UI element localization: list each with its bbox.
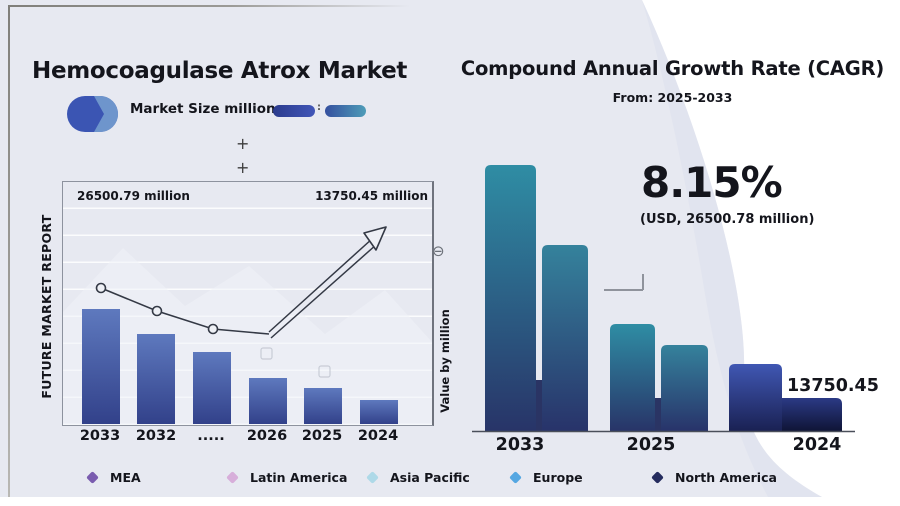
cagr-bar-chart: [472, 165, 855, 433]
value-label-2024: 13750.45: [787, 376, 879, 396]
cylinder-legend-icon: [66, 93, 124, 135]
legend-label: North America: [675, 470, 777, 485]
legend-item-asia-pacific: Asia Pacific: [366, 470, 470, 485]
pill-separator: :: [317, 102, 321, 113]
cagr-title: Compound Annual Growth Rate (CAGR): [460, 57, 885, 80]
value-by-million-axis-label: Value by million: [438, 309, 452, 413]
annotation-2033-value: 26500.79 million: [77, 189, 190, 203]
legend-item-mea: MEA: [86, 470, 141, 485]
x-tick-2025: 2025: [626, 435, 676, 455]
frame-border-top: [8, 5, 410, 7]
gradient-pill-icon: [273, 105, 315, 117]
bar-2032: [137, 334, 175, 424]
trend-line-and-arrow: [95, 226, 387, 378]
annotation-2024-value: 13750.45 million: [315, 189, 428, 203]
cagr-detail: (USD, 26500.78 million): [640, 212, 815, 227]
x-tick-2033: 2033: [495, 435, 545, 455]
diamond-icon: [226, 471, 239, 484]
x-tick-2032: 2032: [135, 428, 177, 444]
bar-2024: [360, 400, 398, 424]
legend-item-north-america: North America: [651, 470, 777, 485]
plus-icon: +: [236, 134, 250, 153]
diamond-icon: [366, 471, 379, 484]
frame-border-left: [8, 5, 10, 497]
legend-item-europe: Europe: [509, 470, 583, 485]
x-tick-2026: 2026: [246, 428, 288, 444]
legend-label: Latin America: [250, 470, 348, 485]
decorative-bracket: [642, 274, 644, 290]
legend-item-latin-america: Latin America: [226, 470, 348, 485]
page-title: Hemocoagulase Atrox Market: [32, 58, 408, 84]
gradient-pill-icon: [325, 105, 366, 117]
cagr-subtitle: From: 2025-2033: [612, 90, 733, 105]
legend-label: Asia Pacific: [390, 470, 470, 485]
legend-label: MEA: [110, 470, 141, 485]
market-size-chart: 26500.79 million 13750.45 million: [62, 181, 434, 426]
plus-icon: +: [236, 158, 250, 177]
bar-2033: [82, 309, 120, 424]
diamond-icon: [86, 471, 99, 484]
legend-label: Europe: [533, 470, 583, 485]
decorative-bracket: [604, 289, 643, 291]
market-size-legend-label: Market Size million: [130, 101, 276, 117]
x-tick-2024: 2024: [357, 428, 399, 444]
future-market-report-label: FUTURE MARKET REPORT: [39, 214, 54, 399]
cagr-value: 8.15%: [641, 158, 783, 207]
diamond-icon: [651, 471, 664, 484]
x-tick-2024: 2024: [792, 435, 842, 455]
diamond-icon: [509, 471, 522, 484]
bar-dots: [193, 352, 231, 424]
bar-2025: [304, 388, 342, 424]
x-tick-2025: 2025: [301, 428, 343, 444]
minus-circle-icon: ⊖: [432, 242, 445, 260]
x-tick-2033: 2033: [79, 428, 121, 444]
x-tick-dots: .....: [197, 428, 225, 444]
bar-2026: [249, 378, 287, 424]
